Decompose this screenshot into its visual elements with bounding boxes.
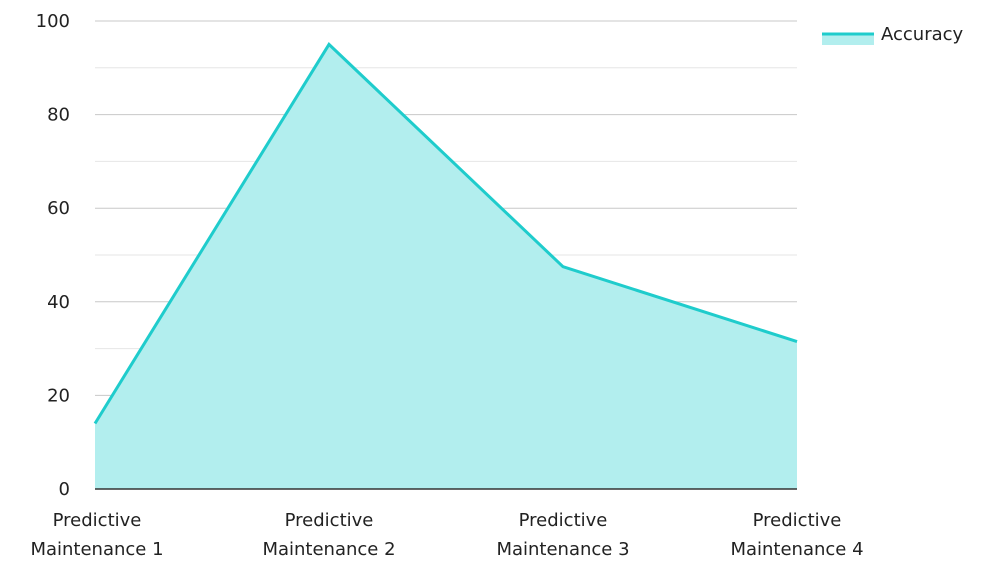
- x-category-label: Maintenance 1: [30, 539, 163, 560]
- x-category-label: Predictive: [519, 510, 608, 531]
- x-category-label: Predictive: [753, 510, 842, 531]
- x-category-label: Predictive: [53, 510, 142, 531]
- y-tick-label: 20: [47, 385, 70, 406]
- y-tick-label: 0: [59, 479, 70, 500]
- x-category-label: Maintenance 4: [730, 539, 863, 560]
- y-tick-label: 60: [47, 198, 70, 219]
- series-line-accuracy: [93, 42, 798, 425]
- legend: Accuracy: [822, 24, 964, 45]
- y-tick-label: 100: [36, 11, 70, 32]
- x-category-label: Predictive: [285, 510, 374, 531]
- y-tick-label: 80: [47, 105, 70, 126]
- y-axis-ticks: 0 20 40 60 80 100: [36, 11, 70, 500]
- legend-swatch-fill: [822, 33, 874, 45]
- x-category-label: Maintenance 3: [496, 539, 629, 560]
- x-axis-categories: Predictive Maintenance 1 Predictive Mainten…: [30, 510, 863, 560]
- y-tick-label: 40: [47, 292, 70, 313]
- x-category-label: Maintenance 2: [262, 539, 395, 560]
- legend-label-accuracy: Accuracy: [881, 24, 964, 45]
- area-fill-accuracy: [95, 44, 797, 490]
